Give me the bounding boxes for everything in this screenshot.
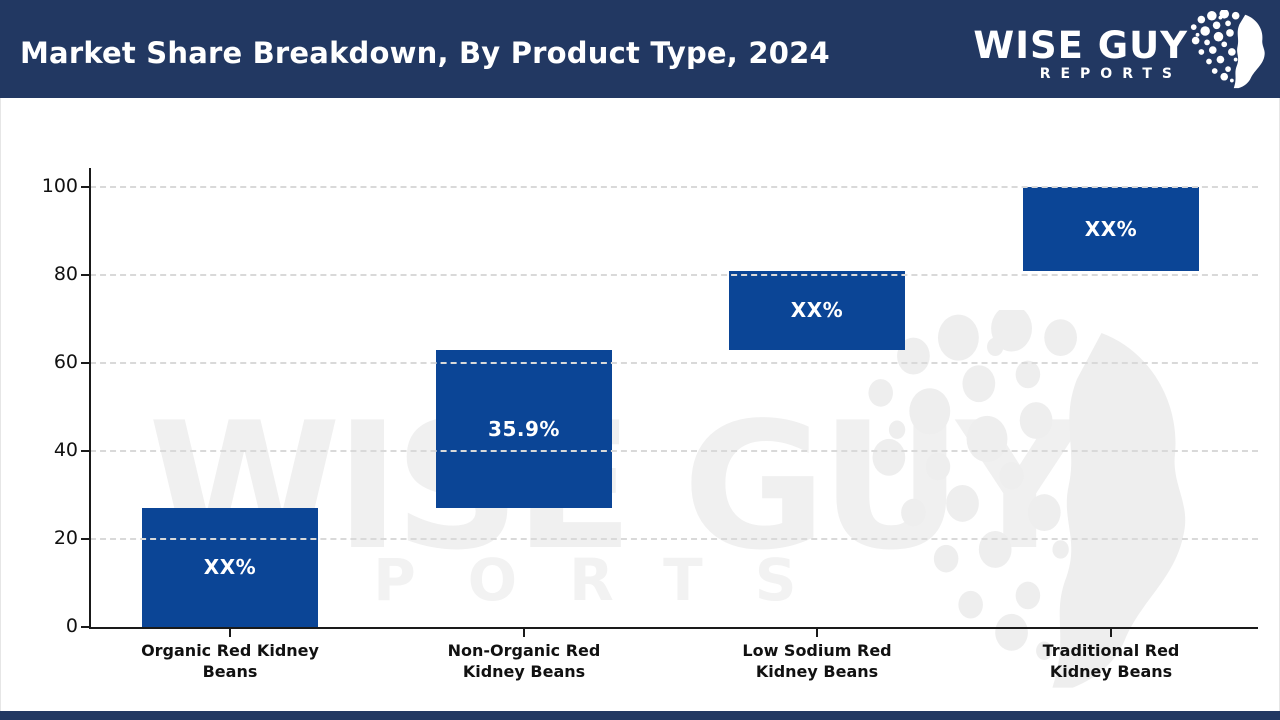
footer-bar [0,711,1280,720]
page-title: Market Share Breakdown, By Product Type,… [20,36,830,70]
x-axis-category-label: Low Sodium Red Kidney Beans [687,640,947,682]
watermark-dotted-head [868,310,1186,688]
x-axis-category-label: Traditional Red Kidney Beans [981,640,1241,682]
y-axis-tick-label: 60 [53,351,78,373]
gridline [90,538,1258,540]
x-axis-category-label-line: Kidney Beans [755,662,879,682]
logo-subtext: REPORTS [1039,66,1182,82]
x-axis-category-label: Non-Organic Red Kidney Beans [394,640,654,682]
bar-value-label: XX% [203,555,257,580]
y-axis-tick [81,362,90,364]
x-axis-category-label-line: Traditional Red [1042,641,1180,660]
bar-value-label: XX% [790,298,844,323]
x-axis-category-label-line: Beans [202,662,258,682]
bar-value-label: XX% [1084,216,1138,241]
bar-segment: XX% [142,507,318,627]
x-axis-category-label-line: Kidney Beans [462,662,586,682]
bar-segment: XX% [1023,187,1199,271]
logo-wordmark: WISE GUY [973,24,1188,67]
gridline [90,274,1258,276]
x-axis-tick [1110,629,1112,637]
gridline [90,362,1258,364]
dotted-head-icon [1190,10,1265,89]
x-axis-tick [523,629,525,637]
x-axis-tick [229,629,231,637]
y-axis-tick-label: 100 [41,175,78,197]
bar-segment: 35.9% [436,349,612,508]
image-border-left [0,98,1,711]
x-axis-category-label-line: Organic Red Kidney [141,641,319,660]
y-axis-tick [81,450,90,452]
x-axis-category-label: Organic Red Kidney Beans [100,640,360,682]
x-axis-line [89,627,1258,629]
gridline [90,450,1258,452]
x-axis-category-label-line: Non-Organic Red [447,641,601,660]
bar-value-label: 35.9% [488,416,560,441]
y-axis-tick-label: 40 [53,439,78,461]
y-axis-tick-label: 0 [65,615,78,637]
y-axis-tick [81,186,90,188]
x-axis-tick [816,629,818,637]
gridline [90,186,1258,188]
y-axis-tick-label: 20 [53,527,78,549]
y-axis-line [89,168,91,629]
y-axis-tick [81,626,90,628]
y-axis-tick [81,538,90,540]
y-axis-tick [81,274,90,276]
header: Market Share Breakdown, By Product Type,… [0,0,1280,98]
x-axis-category-label-line: Kidney Beans [1049,662,1173,682]
logo: WISE GUY REPORTS [973,8,1266,92]
bar-segment: XX% [729,270,905,350]
x-axis-category-label-line: Low Sodium Red [742,641,892,660]
y-axis-tick-label: 80 [53,263,78,285]
